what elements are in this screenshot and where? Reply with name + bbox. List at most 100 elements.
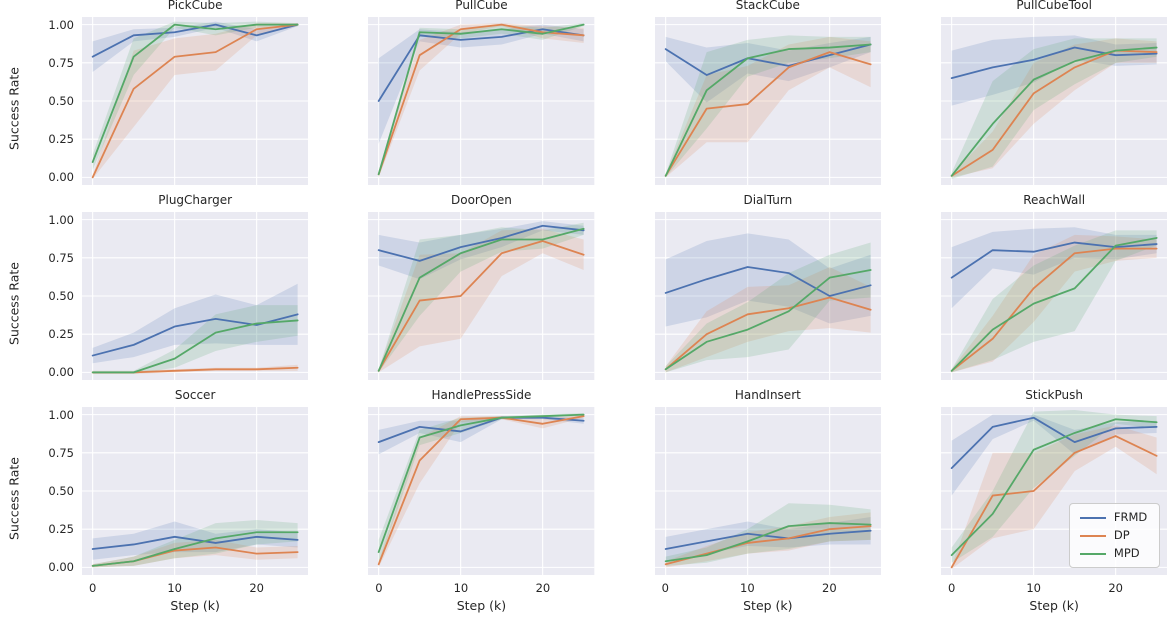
series-band-frmd: [951, 414, 1157, 496]
series-line-mpd: [378, 23, 585, 176]
y-tick-label: 0.25: [48, 132, 74, 147]
plot-area: [941, 407, 1168, 575]
x-tick-label: 10: [453, 581, 469, 595]
series-line-mpd: [91, 531, 299, 567]
series-line-mpd: [664, 522, 872, 563]
y-axis-label: Success Rate: [6, 67, 22, 150]
x-axis-label: Step (k): [1029, 598, 1079, 613]
legend-label: DP: [1113, 528, 1130, 542]
x-axis-label: Step (k): [743, 598, 793, 613]
series-line-frmd: [950, 46, 1158, 79]
series-line-dp: [378, 240, 585, 372]
series-line-frmd: [91, 535, 299, 550]
series-line-dp: [91, 23, 299, 179]
series-line-mpd: [378, 227, 585, 372]
series-band-frmd: [951, 227, 1157, 309]
plot-area: [368, 17, 595, 185]
subplot-title: PickCube: [167, 0, 223, 12]
subplot-pickcube: PickCube 0.00 0.25 0.50 0.75 1.00 Success Rate: [7, 0, 309, 185]
x-tick-label: 0: [661, 581, 669, 595]
subplot-title: StackCube: [735, 0, 800, 12]
y-tick-label: 0.25: [48, 522, 74, 537]
series-line-mpd: [950, 418, 1158, 557]
subplot-title: ReachWall: [1023, 193, 1086, 207]
series-line-dp: [664, 296, 872, 371]
series-band-dp: [378, 414, 584, 568]
series-band-mpd: [378, 222, 584, 373]
series-line-frmd: [950, 241, 1158, 279]
legend-line-swatch: [1079, 516, 1106, 519]
subplot-reachwall: ReachWall: [941, 193, 1168, 380]
legend-line-swatch: [1079, 552, 1106, 555]
series-band-frmd: [665, 233, 871, 327]
x-tick-label: 20: [535, 581, 551, 595]
series-band-dp: [951, 234, 1157, 373]
series-line-dp: [378, 415, 585, 566]
plot-area: [82, 212, 309, 380]
x-tick-label: 10: [1026, 581, 1041, 595]
series-band-dp: [951, 38, 1157, 178]
series-line-mpd: [664, 43, 872, 177]
subplot-title: Soccer: [174, 388, 216, 402]
series-line-mpd: [91, 319, 299, 374]
x-tick-label: 10: [167, 581, 182, 595]
series-line-mpd: [91, 23, 299, 163]
series-band-dp: [951, 425, 1157, 569]
plot-area: [82, 407, 309, 575]
y-tick-label: 0.50: [48, 94, 74, 108]
x-tick-label: 20: [822, 581, 837, 595]
legend-label: MPD: [1113, 546, 1140, 560]
subplot-plugcharger: PlugCharger 0.00 0.25 0.50 0.75 1.00 Success R…: [7, 193, 309, 380]
series-line-frmd: [378, 416, 585, 444]
series-line-dp: [950, 247, 1158, 372]
subplot-title: PullCube: [455, 0, 508, 12]
series-line-frmd: [664, 529, 872, 550]
y-axis-label: Success Rate: [6, 457, 22, 540]
x-tick-label: 20: [1108, 581, 1123, 595]
subplot-pullcube: PullCube: [368, 0, 595, 185]
series-line-mpd: [950, 237, 1158, 372]
legend-item-dp: DP: [1079, 528, 1147, 542]
subplot-stackcube: StackCube: [654, 0, 881, 185]
series-band-mpd: [665, 242, 871, 373]
series-line-frmd: [91, 23, 299, 58]
x-tick-label: 0: [947, 581, 956, 595]
series-line-frmd: [378, 28, 585, 102]
x-tick-label: 0: [375, 581, 383, 595]
series-line-frmd: [664, 266, 872, 297]
y-tick-label: 0.00: [48, 365, 74, 380]
series-band-frmd: [378, 221, 584, 280]
subplot-handinsert: HandInsert 0 10 20 Step (k): [654, 388, 881, 613]
series-band-mpd: [92, 305, 298, 374]
series-line-dp: [950, 435, 1158, 569]
subplot-title: DoorOpen: [450, 193, 512, 207]
x-axis-label: Step (k): [456, 598, 507, 613]
subplot-title: DialTurn: [743, 193, 793, 207]
y-tick-label: 1.00: [48, 212, 74, 227]
series-line-frmd: [950, 416, 1158, 469]
subplot-title: HandlePressSide: [431, 388, 532, 402]
y-axis-label: Success Rate: [6, 262, 22, 345]
legend-label: FRMD: [1113, 510, 1148, 524]
series-band-frmd: [665, 36, 871, 103]
legend-item-mpd: MPD: [1079, 546, 1147, 560]
x-axis-label: Step (k): [170, 598, 220, 613]
y-tick-label: 0.75: [48, 445, 74, 460]
x-tick-label: 10: [740, 581, 755, 595]
y-tick-label: 0.00: [48, 560, 74, 575]
series-band-frmd: [378, 24, 584, 144]
legend: FRMD DP MPD: [1068, 503, 1161, 568]
subplot-dooropen: DoorOpen: [368, 193, 595, 380]
series-band-mpd: [92, 21, 298, 170]
series-line-dp: [664, 51, 872, 177]
subplot-stickpush: StickPush 0 10 20 Step (k) FRMD DP MPD: [941, 388, 1168, 613]
subplot-soccer: Soccer 0.00 0.25 0.50 0.75 1.00 Success Rate 0 1…: [7, 388, 309, 613]
series-band-dp: [665, 36, 871, 178]
subplot-title: PlugCharger: [158, 193, 233, 207]
plot-area: [654, 17, 881, 185]
y-tick-label: 0.25: [48, 327, 74, 342]
subplot-pullcubetool: PullCubeTool: [941, 0, 1168, 185]
plot-area: [82, 17, 309, 185]
y-tick-label: 0.00: [48, 170, 74, 185]
